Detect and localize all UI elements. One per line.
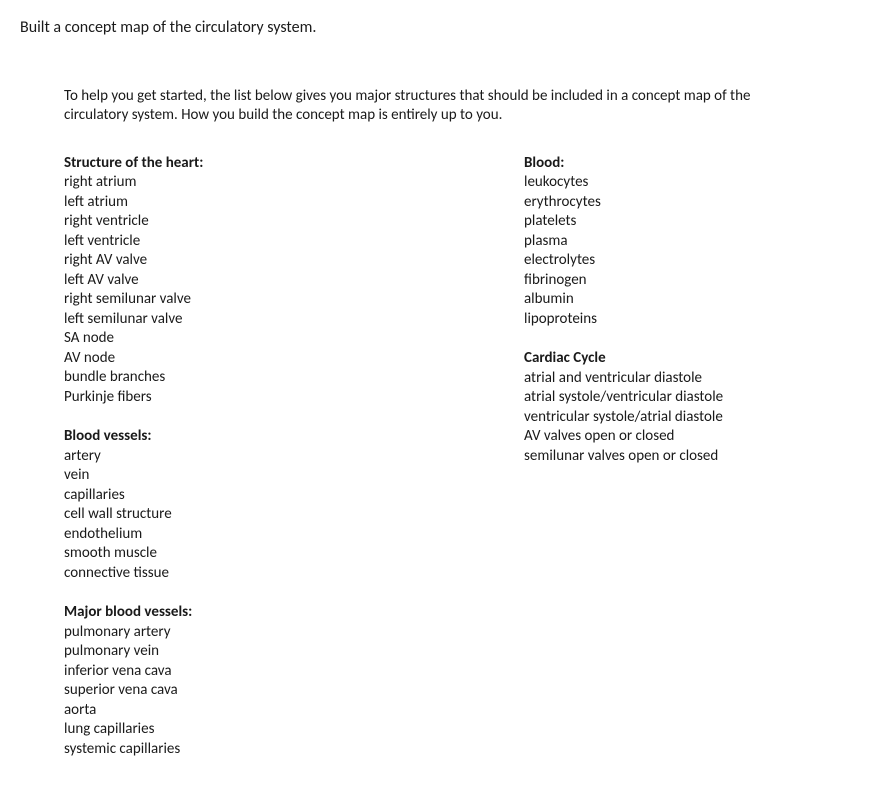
list-item: atrial and ventricular diastole bbox=[524, 369, 818, 389]
list-item: ventricular systole/atrial diastole bbox=[524, 408, 818, 428]
page-title: Built a concept map of the circulatory s… bbox=[20, 18, 862, 39]
list-item: left atrium bbox=[64, 193, 524, 213]
list-item: SA node bbox=[64, 329, 524, 349]
list-item: right ventricle bbox=[64, 212, 524, 232]
list-item: artery bbox=[64, 447, 524, 467]
list-item: left AV valve bbox=[64, 271, 524, 291]
section-heading: Structure of the heart: bbox=[64, 154, 524, 174]
list-item: right atrium bbox=[64, 173, 524, 193]
section-cardiac-cycle: Cardiac Cycle atrial and ventricular dia… bbox=[524, 349, 818, 466]
list-item: fibrinogen bbox=[524, 271, 818, 291]
list-item: bundle branches bbox=[64, 368, 524, 388]
list-item: pulmonary vein bbox=[64, 642, 524, 662]
section-heart-structure: Structure of the heart: right atrium lef… bbox=[64, 154, 524, 408]
list-item: right AV valve bbox=[64, 251, 524, 271]
list-item: left semilunar valve bbox=[64, 310, 524, 330]
intro-paragraph: To help you get started, the list below … bbox=[64, 87, 818, 126]
left-column: Structure of the heart: right atrium lef… bbox=[64, 154, 524, 780]
list-item: right semilunar valve bbox=[64, 290, 524, 310]
document-body: To help you get started, the list below … bbox=[20, 87, 862, 780]
list-item: AV valves open or closed bbox=[524, 427, 818, 447]
section-heading: Major blood vessels: bbox=[64, 603, 524, 623]
list-item: AV node bbox=[64, 349, 524, 369]
section-major-blood-vessels: Major blood vessels: pulmonary artery pu… bbox=[64, 603, 524, 759]
list-item: semilunar valves open or closed bbox=[524, 447, 818, 467]
list-item: albumin bbox=[524, 290, 818, 310]
section-heading: Cardiac Cycle bbox=[524, 349, 818, 369]
list-item: vein bbox=[64, 466, 524, 486]
list-item: electrolytes bbox=[524, 251, 818, 271]
list-item: cell wall structure bbox=[64, 505, 524, 525]
right-column: Blood: leukocytes erythrocytes platelets… bbox=[524, 154, 818, 780]
section-heading: Blood vessels: bbox=[64, 427, 524, 447]
list-item: connective tissue bbox=[64, 564, 524, 584]
list-item: endothelium bbox=[64, 525, 524, 545]
columns-container: Structure of the heart: right atrium lef… bbox=[64, 154, 818, 780]
list-item: atrial systole/ventricular diastole bbox=[524, 388, 818, 408]
list-item: left ventricle bbox=[64, 232, 524, 252]
section-heading: Blood: bbox=[524, 154, 818, 174]
section-blood: Blood: leukocytes erythrocytes platelets… bbox=[524, 154, 818, 330]
list-item: platelets bbox=[524, 212, 818, 232]
list-item: erythrocytes bbox=[524, 193, 818, 213]
list-item: pulmonary artery bbox=[64, 623, 524, 643]
list-item: lung capillaries bbox=[64, 720, 524, 740]
list-item: aorta bbox=[64, 701, 524, 721]
list-item: lipoproteins bbox=[524, 310, 818, 330]
list-item: capillaries bbox=[64, 486, 524, 506]
document-page: Built a concept map of the circulatory s… bbox=[0, 0, 882, 799]
list-item: superior vena cava bbox=[64, 681, 524, 701]
list-item: plasma bbox=[524, 232, 818, 252]
list-item: leukocytes bbox=[524, 173, 818, 193]
section-blood-vessels: Blood vessels: artery vein capillaries c… bbox=[64, 427, 524, 583]
list-item: systemic capillaries bbox=[64, 740, 524, 760]
list-item: Purkinje fibers bbox=[64, 388, 524, 408]
list-item: inferior vena cava bbox=[64, 662, 524, 682]
list-item: smooth muscle bbox=[64, 544, 524, 564]
